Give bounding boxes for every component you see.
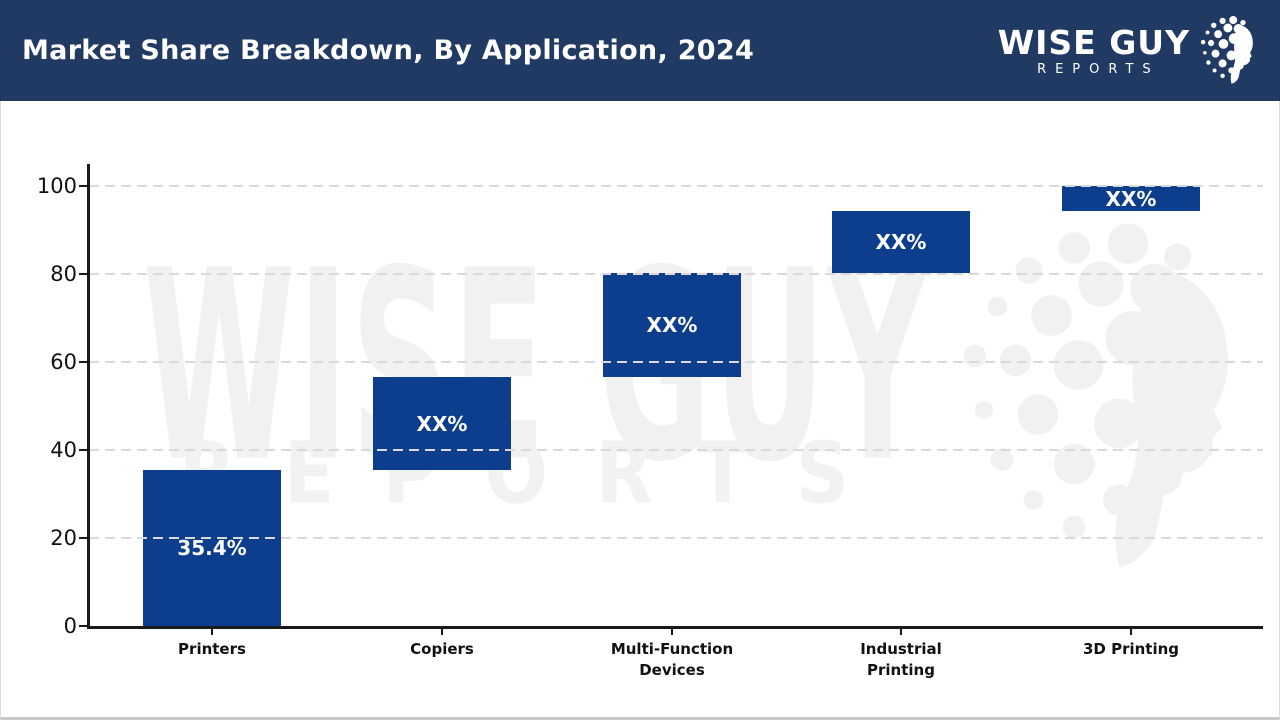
category-label-copiers: Copiers — [332, 639, 552, 660]
y-tickmark-60 — [79, 361, 89, 363]
x-tickmark-3d-printing — [1130, 628, 1132, 635]
bar-industrial-printing: XX% — [832, 211, 970, 274]
logo-face-icon — [1196, 15, 1258, 87]
y-tickmark-100 — [79, 185, 89, 187]
gridline-40 — [89, 449, 1263, 451]
header-bar: Market Share Breakdown, By Application, … — [0, 0, 1280, 101]
category-label-industrial-printing: Industrial Printing — [791, 639, 1011, 681]
y-axis-spine — [87, 164, 90, 628]
gridline-60 — [89, 361, 1263, 363]
bar-value-label-multi-function-devices: XX% — [646, 313, 698, 338]
wiseguy-logo: WISE GUY REPORTS — [998, 15, 1258, 87]
watermark-wordmark: WISE GUY — [143, 214, 930, 521]
y-tick-label-20: 20 — [50, 526, 77, 550]
category-label-line: 3D Printing — [1082, 640, 1180, 658]
category-label-line: Printing — [867, 661, 935, 679]
bar-value-label-3d-printing: XX% — [1105, 186, 1157, 211]
x-tickmark-multi-function-devices — [671, 628, 673, 635]
bar-value-label-copiers: XX% — [416, 411, 468, 436]
category-label-multi-function-devices: Multi-Function Devices — [562, 639, 782, 681]
logo-text: WISE GUY REPORTS — [998, 26, 1190, 76]
bar-copiers: XX% — [373, 376, 511, 471]
gridline-100 — [89, 185, 1263, 187]
y-tickmark-0 — [79, 625, 89, 627]
watermark-face-icon — [939, 221, 1254, 581]
y-tick-label-0: 0 — [63, 614, 77, 638]
y-tick-label-40: 40 — [50, 438, 77, 462]
bar-value-label-industrial-printing: XX% — [875, 230, 927, 255]
chart-area: WISE GUY REPORTS 0 20 40 60 80 100 35.4% Printe… — [0, 101, 1280, 720]
y-tickmark-40 — [79, 449, 89, 451]
y-tick-label-60: 60 — [50, 350, 77, 374]
bar-multi-function-devices: XX% — [603, 273, 741, 377]
x-axis-spine — [87, 626, 1263, 629]
bar-printers: 35.4% — [143, 470, 281, 626]
category-label-3d-printing: 3D Printing — [1021, 639, 1241, 660]
logo-subtitle: REPORTS — [1037, 61, 1160, 77]
category-label-printers: Printers — [102, 639, 322, 660]
gridline-20 — [89, 537, 1263, 539]
x-tickmark-printers — [211, 628, 213, 635]
y-tick-label-80: 80 — [50, 262, 77, 286]
logo-wordmark: WISE GUY — [997, 22, 1190, 62]
watermark-subtitle: REPORTS — [179, 424, 898, 523]
category-label-line: Printers — [178, 640, 246, 658]
category-label-line: Copiers — [410, 640, 474, 658]
bar-value-label-printers: 35.4% — [177, 536, 247, 561]
gridline-80 — [89, 273, 1263, 275]
page-title: Market Share Breakdown, By Application, … — [22, 35, 755, 66]
y-tickmark-20 — [79, 537, 89, 539]
category-label-line: Multi-Function — [610, 640, 734, 658]
x-tickmark-copiers — [441, 628, 443, 635]
y-tick-label-100: 100 — [36, 174, 77, 198]
y-tickmark-80 — [79, 273, 89, 275]
category-label-line: Devices — [639, 661, 705, 679]
bar-3d-printing: XX% — [1062, 186, 1200, 212]
x-tickmark-industrial-printing — [900, 628, 902, 635]
category-label-line: Industrial — [860, 640, 942, 658]
